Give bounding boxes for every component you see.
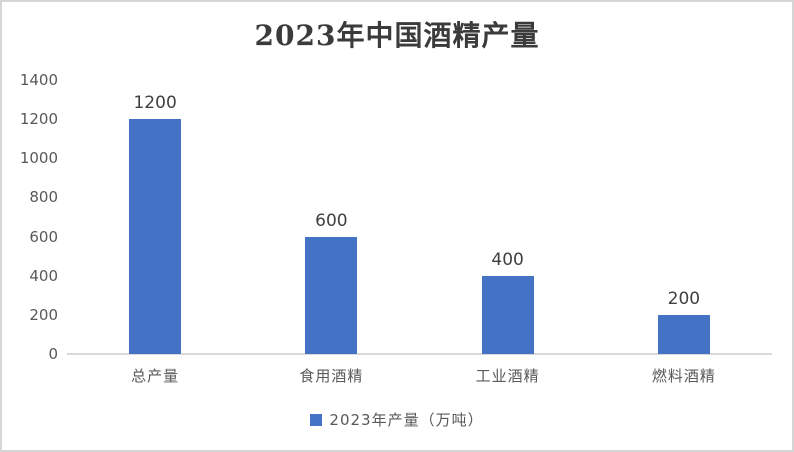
data-label: 200 [667,288,701,309]
legend: 2023年产量（万吨） [2,409,792,430]
data-label: 400 [491,249,524,270]
chart-title: 2023年中国酒精产量 [254,19,540,52]
y-axis-tick-label: 1000 [19,149,58,168]
y-axis-tick-label: 1200 [19,110,58,129]
x-axis-category-label: 食用酒精 [299,367,364,385]
legend-swatch [310,413,323,426]
bar-燃料酒精 [657,314,710,354]
y-axis-tick-label: 0 [48,345,58,363]
y-axis-tick-label: 800 [29,188,58,207]
x-axis-line [67,353,772,355]
y-axis-tick-label: 600 [29,227,58,246]
data-label: 1200 [133,93,177,114]
bar-工业酒精 [481,275,534,354]
bar-总产量 [129,119,182,354]
x-axis-category-label: 工业酒精 [475,367,540,385]
legend-label: 2023年产量（万吨） [329,411,484,429]
y-axis-tick-label: 1400 [19,71,58,89]
x-axis-category-label: 燃料酒精 [651,367,716,385]
y-axis-tick-label: 200 [29,305,58,324]
y-axis-tick-label: 400 [29,266,58,285]
x-axis-category-label: 总产量 [131,367,180,385]
data-label: 600 [315,210,348,231]
bar-食用酒精 [305,236,358,354]
